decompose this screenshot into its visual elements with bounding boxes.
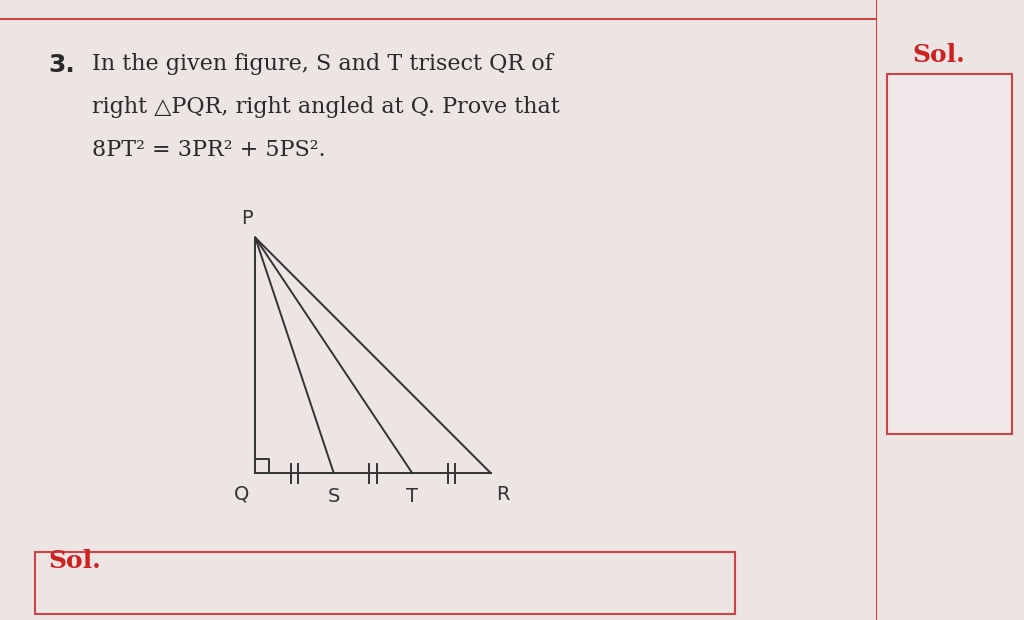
Text: R: R <box>496 485 509 504</box>
Text: S: S <box>328 487 340 506</box>
Text: 3.: 3. <box>48 53 75 77</box>
Text: Sol.: Sol. <box>48 549 101 573</box>
Text: P: P <box>242 209 253 228</box>
Text: T: T <box>407 487 418 506</box>
Bar <box>888 74 1012 434</box>
Text: In the given figure, S and T trisect QR of: In the given figure, S and T trisect QR … <box>92 53 553 74</box>
Text: Sol.: Sol. <box>912 43 966 68</box>
Text: Q: Q <box>233 485 249 504</box>
Bar <box>35 552 735 614</box>
Text: 8PT² = 3PR² + 5PS².: 8PT² = 3PR² + 5PS². <box>92 140 326 161</box>
Text: right △PQR, right angled at Q. Prove that: right △PQR, right angled at Q. Prove tha… <box>92 96 560 118</box>
